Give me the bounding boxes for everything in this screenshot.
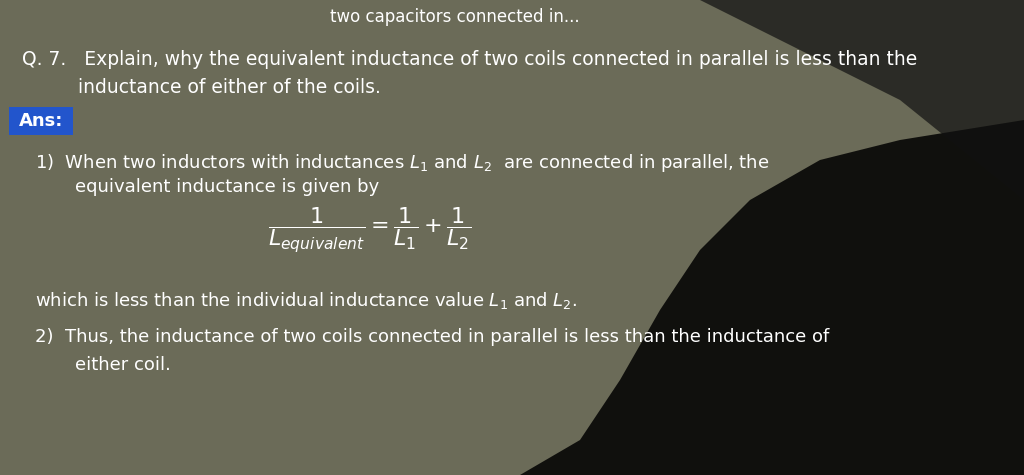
Text: two capacitors connected in...: two capacitors connected in... [330, 8, 580, 26]
Polygon shape [700, 0, 1024, 200]
Text: inductance of either of the coils.: inductance of either of the coils. [78, 78, 381, 97]
Text: which is less than the individual inductance value $L_1$ and $L_2$.: which is less than the individual induct… [35, 290, 578, 311]
Text: 1)  When two inductors with inductances $L_1$ and $L_2$  are connected in parall: 1) When two inductors with inductances $… [35, 152, 769, 174]
FancyBboxPatch shape [9, 107, 73, 135]
Text: equivalent inductance is given by: equivalent inductance is given by [75, 178, 379, 196]
Text: Ans:: Ans: [18, 112, 63, 130]
Text: either coil.: either coil. [75, 356, 171, 374]
Polygon shape [480, 120, 1024, 475]
Text: Q. 7.   Explain, why the equivalent inductance of two coils connected in paralle: Q. 7. Explain, why the equivalent induct… [22, 50, 918, 69]
Text: 2)  Thus, the inductance of two coils connected in parallel is less than the ind: 2) Thus, the inductance of two coils con… [35, 328, 829, 346]
Text: $\dfrac{1}{L_{equivalent}} = \dfrac{1}{L_1} + \dfrac{1}{L_2}$: $\dfrac{1}{L_{equivalent}} = \dfrac{1}{L… [268, 205, 472, 255]
